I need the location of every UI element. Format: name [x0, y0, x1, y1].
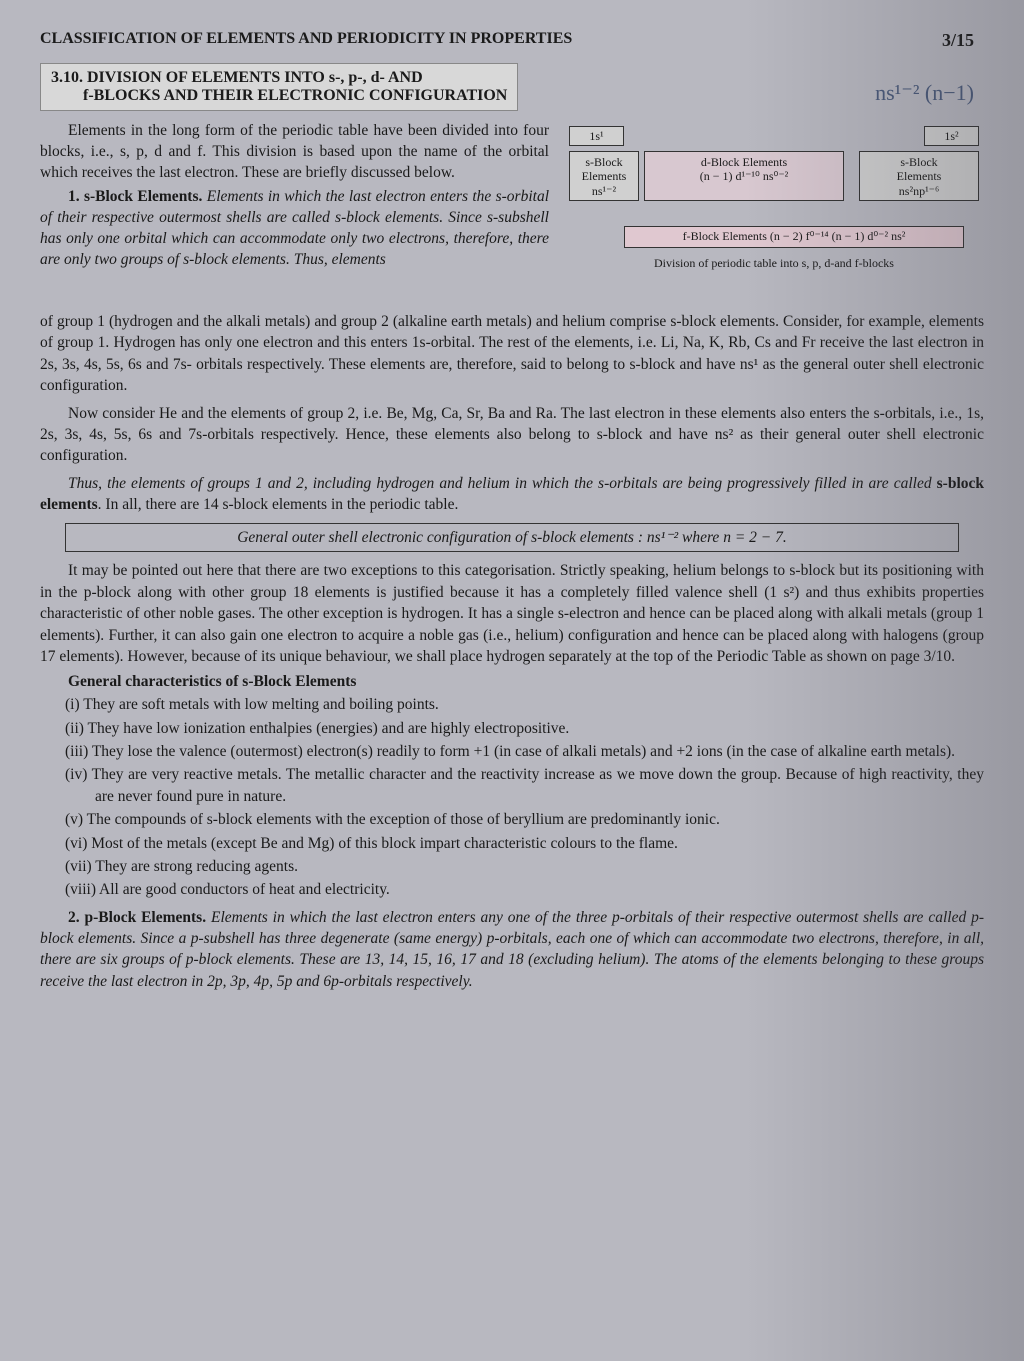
body-p3: of group 1 (hydrogen and the alkali meta…	[40, 311, 984, 397]
p5-rest: . In all, there are 14 s-block elements …	[98, 496, 459, 513]
page-header: CLASSIFICATION OF ELEMENTS AND PERIODICI…	[40, 30, 984, 48]
s-label-2: Elements	[582, 169, 627, 183]
diagram-column: 1s¹ 1s² s-Block Elements ns¹⁻² d-Block E…	[564, 121, 984, 301]
box-d-block: d-Block Elements (n − 1) d¹⁻¹⁰ ns⁰⁻²	[644, 151, 844, 201]
intro-text-column: Elements in the long form of the periodi…	[40, 121, 549, 301]
body-p4: Now consider He and the elements of grou…	[40, 403, 984, 467]
char-item-8: (viii) All are good conductors of heat a…	[40, 879, 984, 900]
char-item-4: (iv) They are very reactive metals. The …	[40, 764, 984, 807]
highlight-box: General outer shell electronic configura…	[65, 523, 959, 552]
page-number: 3/15	[942, 30, 974, 51]
section-title-l1: DIVISION OF ELEMENTS INTO s-, p-, d- AND	[87, 69, 423, 86]
box-p-block: s-Block Elements ns²np¹⁻⁶	[859, 151, 979, 201]
section-heading: 3.10. DIVISION OF ELEMENTS INTO s-, p-, …	[40, 63, 518, 111]
char-item-1: (i) They are soft metals with low meltin…	[40, 694, 984, 715]
box-1s1: 1s¹	[569, 126, 624, 146]
box-s-block: s-Block Elements ns¹⁻²	[569, 151, 639, 201]
char-item-6: (vi) Most of the metals (except Be and M…	[40, 833, 984, 854]
body-p6: It may be pointed out here that there ar…	[40, 560, 984, 667]
handwritten-note: ns¹⁻² (n−1)	[875, 80, 974, 106]
char-item-2: (ii) They have low ionization enthalpies…	[40, 718, 984, 739]
s-label-1: s-Block	[585, 155, 622, 169]
p-label-1: s-Block	[900, 155, 937, 169]
p-label-2: Elements	[897, 169, 942, 183]
box-f-block: f-Block Elements (n − 2) f⁰⁻¹⁴ (n − 1) d…	[624, 226, 964, 248]
char-item-5: (v) The compounds of s-block elements wi…	[40, 809, 984, 830]
char-item-3: (iii) They lose the valence (outermost) …	[40, 741, 984, 762]
periodic-blocks-diagram: 1s¹ 1s² s-Block Elements ns¹⁻² d-Block E…	[564, 121, 984, 301]
section-title-l2: f-BLOCKS AND THEIR ELECTRONIC CONFIGURAT…	[83, 87, 507, 104]
p-block-paragraph: 2. p-Block Elements. Elements in which t…	[40, 907, 984, 993]
p-label-3: ns²np¹⁻⁶	[899, 184, 939, 198]
section-number: 3.10.	[51, 69, 83, 86]
diagram-caption: Division of periodic table into s, p, d-…	[564, 256, 984, 271]
intro-p2: 1. s-Block Elements. Elements in which t…	[40, 187, 549, 271]
intro-p1: Elements in the long form of the periodi…	[40, 121, 549, 184]
d-label-1: d-Block Elements	[701, 155, 787, 169]
body-p5: Thus, the elements of groups 1 and 2, in…	[40, 473, 984, 516]
s-block-lead: 1. s-Block Elements.	[68, 188, 202, 205]
box-1s2: 1s²	[924, 126, 979, 146]
s-label-3: ns¹⁻²	[592, 184, 616, 198]
characteristics-list: (i) They are soft metals with low meltin…	[40, 694, 984, 900]
char-item-7: (vii) They are strong reducing agents.	[40, 856, 984, 877]
characteristics-heading: General characteristics of s-Block Eleme…	[40, 673, 984, 691]
d-label-2: (n − 1) d¹⁻¹⁰ ns⁰⁻²	[700, 169, 789, 183]
p-block-lead: 2. p-Block Elements.	[68, 909, 206, 926]
p5-italic: Thus, the elements of groups 1 and 2, in…	[68, 475, 937, 492]
